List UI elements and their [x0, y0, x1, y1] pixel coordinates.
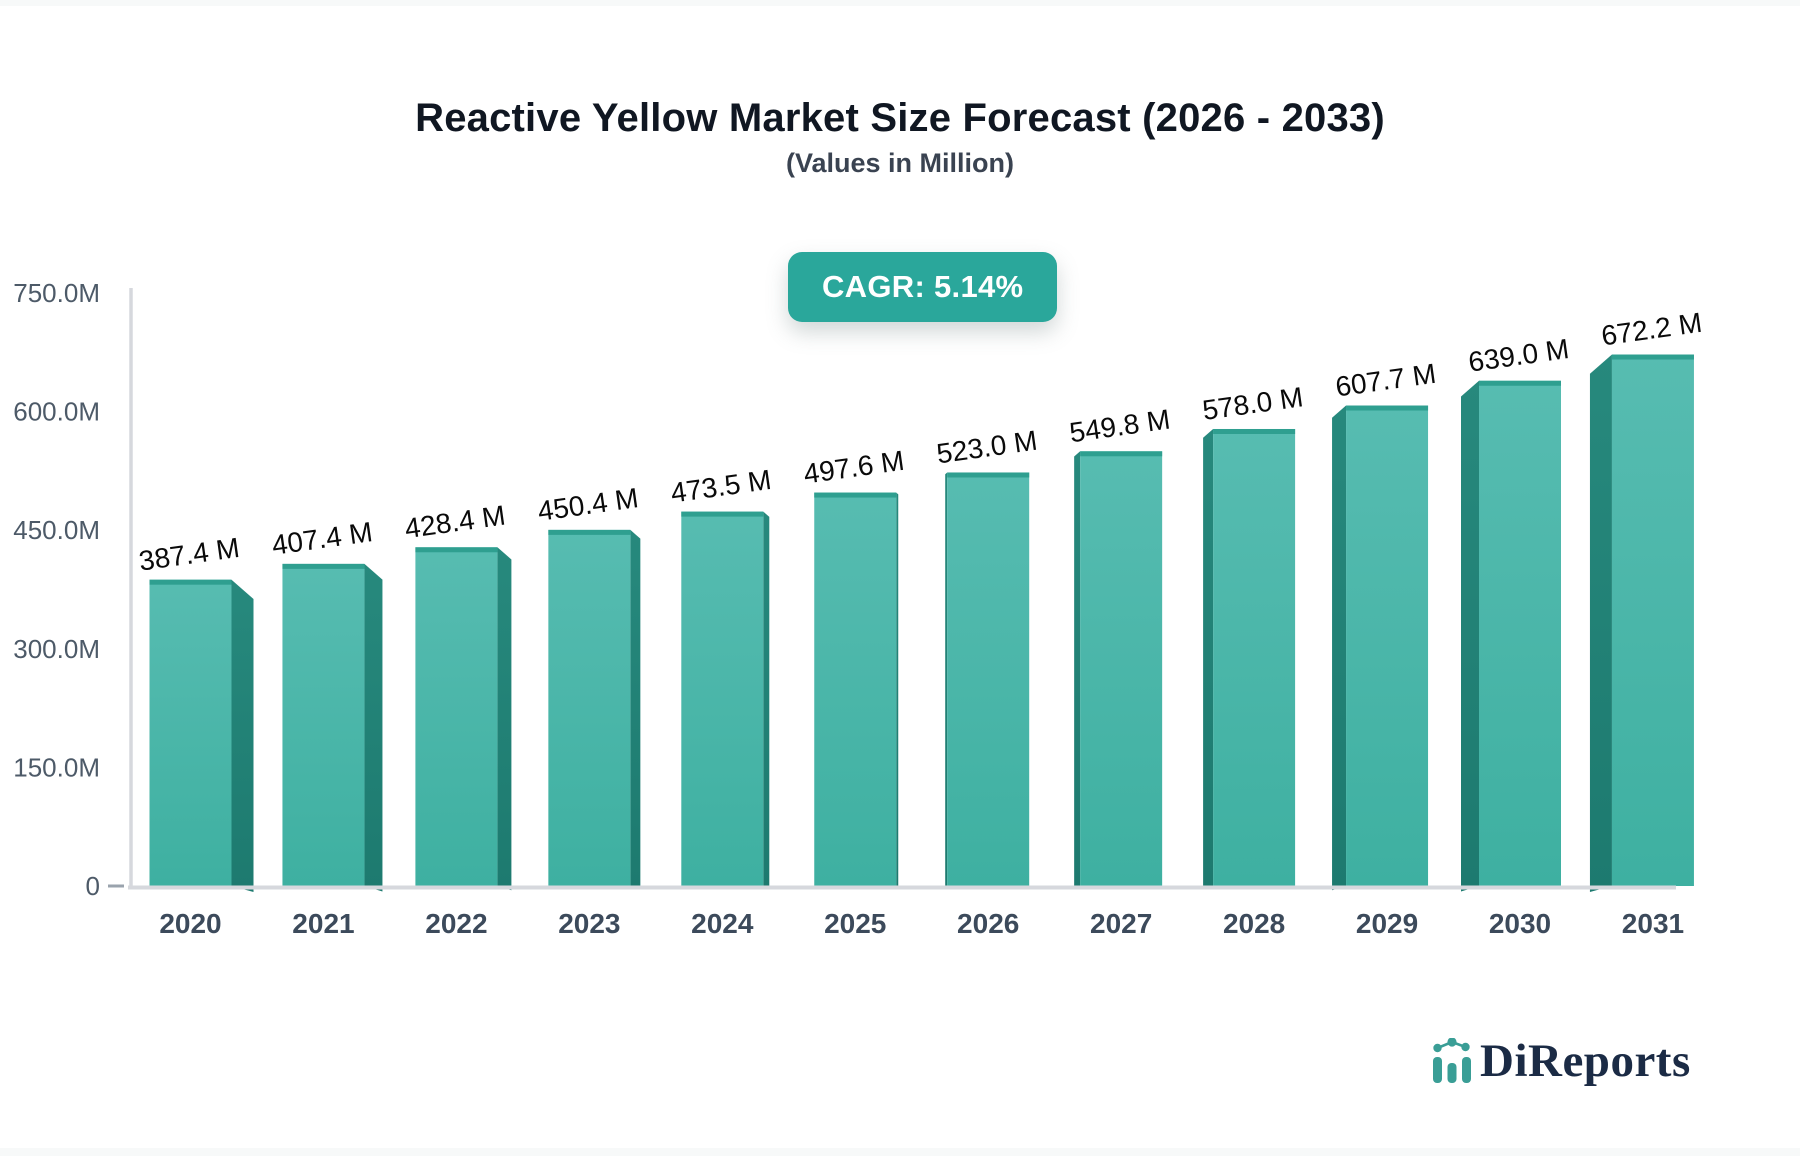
bar-front-face — [415, 547, 498, 886]
x-tick-label: 2026 — [957, 908, 1019, 939]
bar-side-face — [945, 472, 948, 887]
y-tick-label: 150.0M — [13, 752, 100, 782]
bar-top-edge — [149, 579, 232, 585]
y-tick-label: 300.0M — [13, 634, 100, 664]
x-tick-label: 2021 — [292, 908, 354, 939]
x-tick-label: 2030 — [1489, 908, 1551, 939]
cagr-badge: CAGR: 5.14% — [788, 252, 1058, 322]
bar-value-label: 450.4 M — [536, 482, 641, 527]
bar-side-face — [896, 492, 899, 887]
bar-front-face — [1080, 451, 1163, 886]
x-tick-label: 2023 — [558, 908, 620, 939]
bar-value-label: 672.2 M — [1599, 307, 1704, 352]
y-tick-label: 750.0M — [13, 278, 100, 308]
bar-top-edge — [415, 547, 498, 553]
bar-side-face — [364, 563, 383, 892]
bar-front-face — [149, 579, 232, 886]
bar[interactable]: 407.4 M — [270, 516, 383, 892]
bottom-edge-strip — [0, 1148, 1800, 1156]
bar-side-face — [231, 579, 254, 892]
page-title: Reactive Yellow Market Size Forecast (20… — [415, 96, 1385, 140]
bar-value-label: 407.4 M — [270, 516, 375, 561]
bar-front-face — [548, 529, 631, 886]
bar-side-face — [1074, 451, 1081, 888]
direports-logo: DiReports — [1430, 1038, 1730, 1108]
bar-value-label: 549.8 M — [1068, 403, 1173, 448]
bar[interactable]: 578.0 M — [1201, 381, 1306, 890]
x-tick-label: 2025 — [824, 908, 886, 939]
bar-front-face — [681, 511, 764, 886]
bar-value-label: 607.7 M — [1333, 358, 1438, 403]
bar[interactable]: 428.4 M — [403, 499, 512, 891]
bar-front-face — [282, 563, 365, 886]
bar-front-face — [1479, 380, 1561, 886]
bar[interactable]: 523.0 M — [935, 425, 1040, 887]
bar-value-label: 387.4 M — [137, 532, 242, 577]
bar-side-face — [1589, 354, 1612, 892]
bar-top-edge — [947, 472, 1030, 478]
bar-top-edge — [1611, 354, 1694, 360]
bar-value-label: 428.4 M — [403, 499, 508, 544]
bar[interactable]: 387.4 M — [137, 532, 254, 892]
y-tick-label: 600.0M — [13, 397, 100, 427]
bar-value-label: 578.0 M — [1201, 381, 1306, 426]
bar[interactable]: 497.6 M — [802, 445, 907, 887]
bar-front-face — [1346, 405, 1429, 886]
x-tick-label: 2031 — [1622, 908, 1684, 939]
bar[interactable]: 473.5 M — [669, 464, 774, 888]
direports-logo-text: DiReports — [1480, 1035, 1691, 1087]
y-tick-label: 450.0M — [13, 515, 100, 545]
bar-top-edge — [548, 529, 631, 535]
bar-value-label: 523.0 M — [935, 425, 1040, 470]
bar-side-face — [1203, 428, 1214, 890]
bar[interactable]: 639.0 M — [1461, 333, 1571, 892]
direports-logo-icon — [1433, 1038, 1471, 1083]
bar-top-edge — [1080, 451, 1163, 457]
bar-side-face — [1461, 380, 1479, 892]
x-tick-label: 2022 — [425, 908, 487, 939]
bar-value-label: 473.5 M — [669, 464, 774, 509]
bar-top-edge — [814, 492, 897, 498]
bar-value-label: 639.0 M — [1466, 333, 1571, 378]
x-tick-label: 2029 — [1356, 908, 1418, 939]
top-edge-strip — [0, 0, 1800, 6]
bar[interactable]: 549.8 M — [1068, 403, 1173, 888]
bar-top-edge — [1346, 405, 1429, 411]
x-tick-label: 2024 — [691, 908, 754, 939]
bar-top-edge — [282, 563, 365, 569]
x-tick-label: 2028 — [1223, 908, 1285, 939]
bar-front-face — [1611, 354, 1694, 886]
cagr-badge-label: CAGR: 5.14% — [822, 269, 1024, 304]
bar-value-label: 497.6 M — [802, 445, 907, 490]
bar-side-face — [497, 547, 512, 891]
bar-front-face — [947, 472, 1030, 886]
bar[interactable]: 672.2 M — [1589, 307, 1704, 892]
bar-front-face — [814, 492, 897, 886]
bar-side-face — [763, 511, 770, 888]
x-tick-label: 2020 — [159, 908, 221, 939]
bar[interactable]: 607.7 M — [1332, 358, 1438, 891]
bar-top-edge — [1213, 428, 1296, 434]
bar-top-edge — [1479, 380, 1561, 386]
y-tick-label: 0 — [86, 871, 100, 901]
bar-top-edge — [681, 511, 764, 517]
bar-front-face — [1213, 428, 1296, 886]
page-subtitle: (Values in Million) — [785, 148, 1015, 178]
bar-side-face — [1332, 405, 1347, 891]
x-tick-label: 2027 — [1090, 908, 1152, 939]
bar[interactable]: 450.4 M — [536, 482, 641, 890]
bar-side-face — [630, 529, 641, 890]
